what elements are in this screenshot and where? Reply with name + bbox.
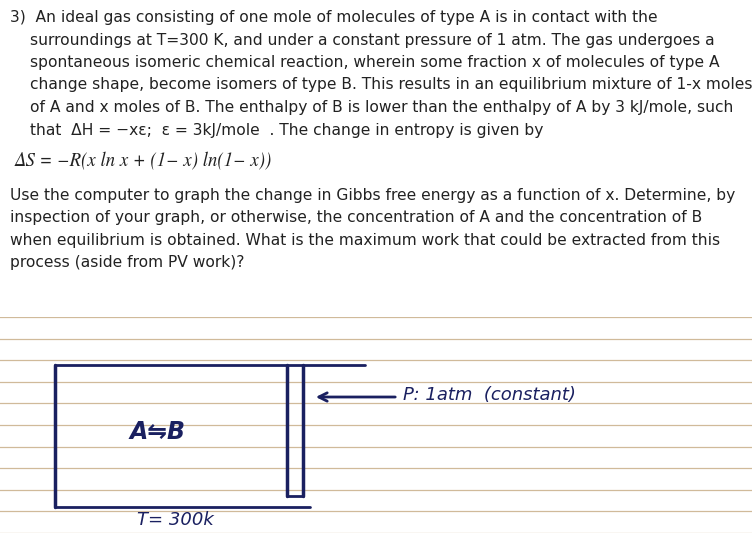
Text: change shape, become isomers of type B. This results in an equilibrium mixture o: change shape, become isomers of type B. … [30,77,752,93]
Text: T= 300k: T= 300k [137,511,214,529]
Text: spontaneous isomeric chemical reaction, wherein some fraction x of molecules of : spontaneous isomeric chemical reaction, … [30,55,720,70]
Text: that  ΔH = −xε;  ε = 3kJ/mole  . The change in entropy is given by: that ΔH = −xε; ε = 3kJ/mole . The change… [30,123,544,138]
Text: P: 1atm  (constant): P: 1atm (constant) [403,386,576,404]
Text: inspection of your graph, or otherwise, the concentration of A and the concentra: inspection of your graph, or otherwise, … [10,210,702,225]
Text: when equilibrium is obtained. What is the maximum work that could be extracted f: when equilibrium is obtained. What is th… [10,233,720,248]
Text: of A and x moles of B. The enthalpy of B is lower than the enthalpy of A by 3 kJ: of A and x moles of B. The enthalpy of B… [30,100,733,115]
Text: Use the computer to graph the change in Gibbs free energy as a function of x. De: Use the computer to graph the change in … [10,188,735,203]
Text: process (aside from PV work)?: process (aside from PV work)? [10,255,244,270]
Text: ΔS = −R(x ln x + (1− x) ln(1− x)): ΔS = −R(x ln x + (1− x) ln(1− x)) [15,152,272,170]
Text: A⇋B: A⇋B [129,420,186,444]
Text: surroundings at T=300 K, and under a constant pressure of 1 atm. The gas undergo: surroundings at T=300 K, and under a con… [30,33,714,47]
Text: 3)  An ideal gas consisting of one mole of molecules of type A is in contact wit: 3) An ideal gas consisting of one mole o… [10,10,658,25]
